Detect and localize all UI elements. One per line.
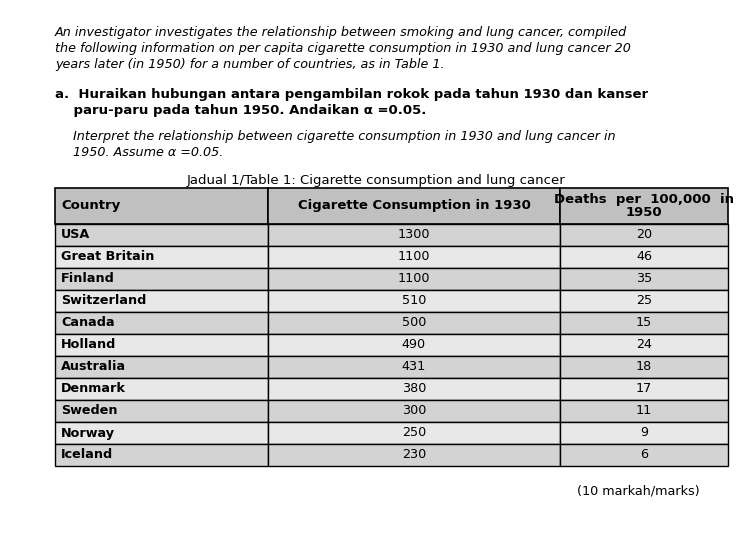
FancyBboxPatch shape <box>55 224 268 246</box>
FancyBboxPatch shape <box>560 400 728 422</box>
FancyBboxPatch shape <box>268 290 560 312</box>
Text: Canada: Canada <box>61 316 114 330</box>
Text: Switzerland: Switzerland <box>61 294 147 308</box>
Text: 500: 500 <box>402 316 426 330</box>
FancyBboxPatch shape <box>55 334 268 356</box>
Text: 1100: 1100 <box>398 272 430 286</box>
Text: 15: 15 <box>636 316 652 330</box>
FancyBboxPatch shape <box>560 290 728 312</box>
Text: 1950: 1950 <box>626 206 663 220</box>
FancyBboxPatch shape <box>268 246 560 268</box>
Text: the following information on per capita cigarette consumption in 1930 and lung c: the following information on per capita … <box>55 42 631 55</box>
Text: 230: 230 <box>402 449 426 461</box>
Text: years later (in 1950) for a number of countries, as in Table 1.: years later (in 1950) for a number of co… <box>55 58 444 71</box>
Text: Iceland: Iceland <box>61 449 114 461</box>
FancyBboxPatch shape <box>55 378 268 400</box>
Text: Cigarette Consumption in 1930: Cigarette Consumption in 1930 <box>298 199 530 212</box>
Text: 1300: 1300 <box>398 228 430 242</box>
Text: 9: 9 <box>640 427 648 440</box>
Text: 431: 431 <box>402 361 426 374</box>
Text: Jadual 1/Table 1: Cigarette consumption and lung cancer: Jadual 1/Table 1: Cigarette consumption … <box>186 174 566 187</box>
FancyBboxPatch shape <box>560 356 728 378</box>
Text: USA: USA <box>61 228 90 242</box>
Text: Norway: Norway <box>61 427 115 440</box>
FancyBboxPatch shape <box>55 246 268 268</box>
Text: 35: 35 <box>636 272 652 286</box>
FancyBboxPatch shape <box>268 268 560 290</box>
Text: a.  Huraikan hubungan antara pengambilan rokok pada tahun 1930 dan kanser: a. Huraikan hubungan antara pengambilan … <box>55 88 648 101</box>
Text: Country: Country <box>61 199 120 212</box>
FancyBboxPatch shape <box>560 444 728 466</box>
FancyBboxPatch shape <box>55 268 268 290</box>
FancyBboxPatch shape <box>55 290 268 312</box>
Text: 1100: 1100 <box>398 250 430 264</box>
Text: Sweden: Sweden <box>61 405 117 418</box>
FancyBboxPatch shape <box>268 224 560 246</box>
FancyBboxPatch shape <box>268 378 560 400</box>
Text: (10 markah/marks): (10 markah/marks) <box>578 484 700 497</box>
Text: 17: 17 <box>636 383 652 396</box>
Text: paru-paru pada tahun 1950. Andaikan α =0.05.: paru-paru pada tahun 1950. Andaikan α =0… <box>55 104 426 117</box>
FancyBboxPatch shape <box>55 444 268 466</box>
FancyBboxPatch shape <box>268 334 560 356</box>
Text: An investigator investigates the relationship between smoking and lung cancer, c: An investigator investigates the relatio… <box>55 26 627 39</box>
Text: 510: 510 <box>402 294 426 308</box>
FancyBboxPatch shape <box>560 422 728 444</box>
Text: 490: 490 <box>402 339 426 352</box>
FancyBboxPatch shape <box>268 188 560 224</box>
Text: Australia: Australia <box>61 361 126 374</box>
Text: 46: 46 <box>636 250 652 264</box>
Text: Great Britain: Great Britain <box>61 250 154 264</box>
FancyBboxPatch shape <box>560 188 728 224</box>
FancyBboxPatch shape <box>560 224 728 246</box>
Text: 250: 250 <box>402 427 426 440</box>
FancyBboxPatch shape <box>268 312 560 334</box>
FancyBboxPatch shape <box>560 378 728 400</box>
FancyBboxPatch shape <box>268 422 560 444</box>
Text: 20: 20 <box>636 228 652 242</box>
FancyBboxPatch shape <box>268 356 560 378</box>
FancyBboxPatch shape <box>55 188 268 224</box>
FancyBboxPatch shape <box>268 444 560 466</box>
Text: Finland: Finland <box>61 272 115 286</box>
Text: Holland: Holland <box>61 339 117 352</box>
Text: 24: 24 <box>636 339 652 352</box>
FancyBboxPatch shape <box>560 334 728 356</box>
FancyBboxPatch shape <box>55 422 268 444</box>
Text: 25: 25 <box>636 294 652 308</box>
Text: 11: 11 <box>636 405 652 418</box>
Text: 300: 300 <box>402 405 426 418</box>
Text: Denmark: Denmark <box>61 383 126 396</box>
FancyBboxPatch shape <box>55 356 268 378</box>
FancyBboxPatch shape <box>560 246 728 268</box>
Text: 1950. Assume α =0.05.: 1950. Assume α =0.05. <box>73 146 223 159</box>
Text: Interpret the relationship between cigarette consumption in 1930 and lung cancer: Interpret the relationship between cigar… <box>73 130 616 143</box>
FancyBboxPatch shape <box>268 400 560 422</box>
FancyBboxPatch shape <box>55 400 268 422</box>
FancyBboxPatch shape <box>55 312 268 334</box>
Text: 6: 6 <box>640 449 648 461</box>
FancyBboxPatch shape <box>560 312 728 334</box>
Text: 380: 380 <box>402 383 426 396</box>
Text: Deaths  per  100,000  in: Deaths per 100,000 in <box>554 192 734 205</box>
Text: 18: 18 <box>636 361 652 374</box>
FancyBboxPatch shape <box>560 268 728 290</box>
